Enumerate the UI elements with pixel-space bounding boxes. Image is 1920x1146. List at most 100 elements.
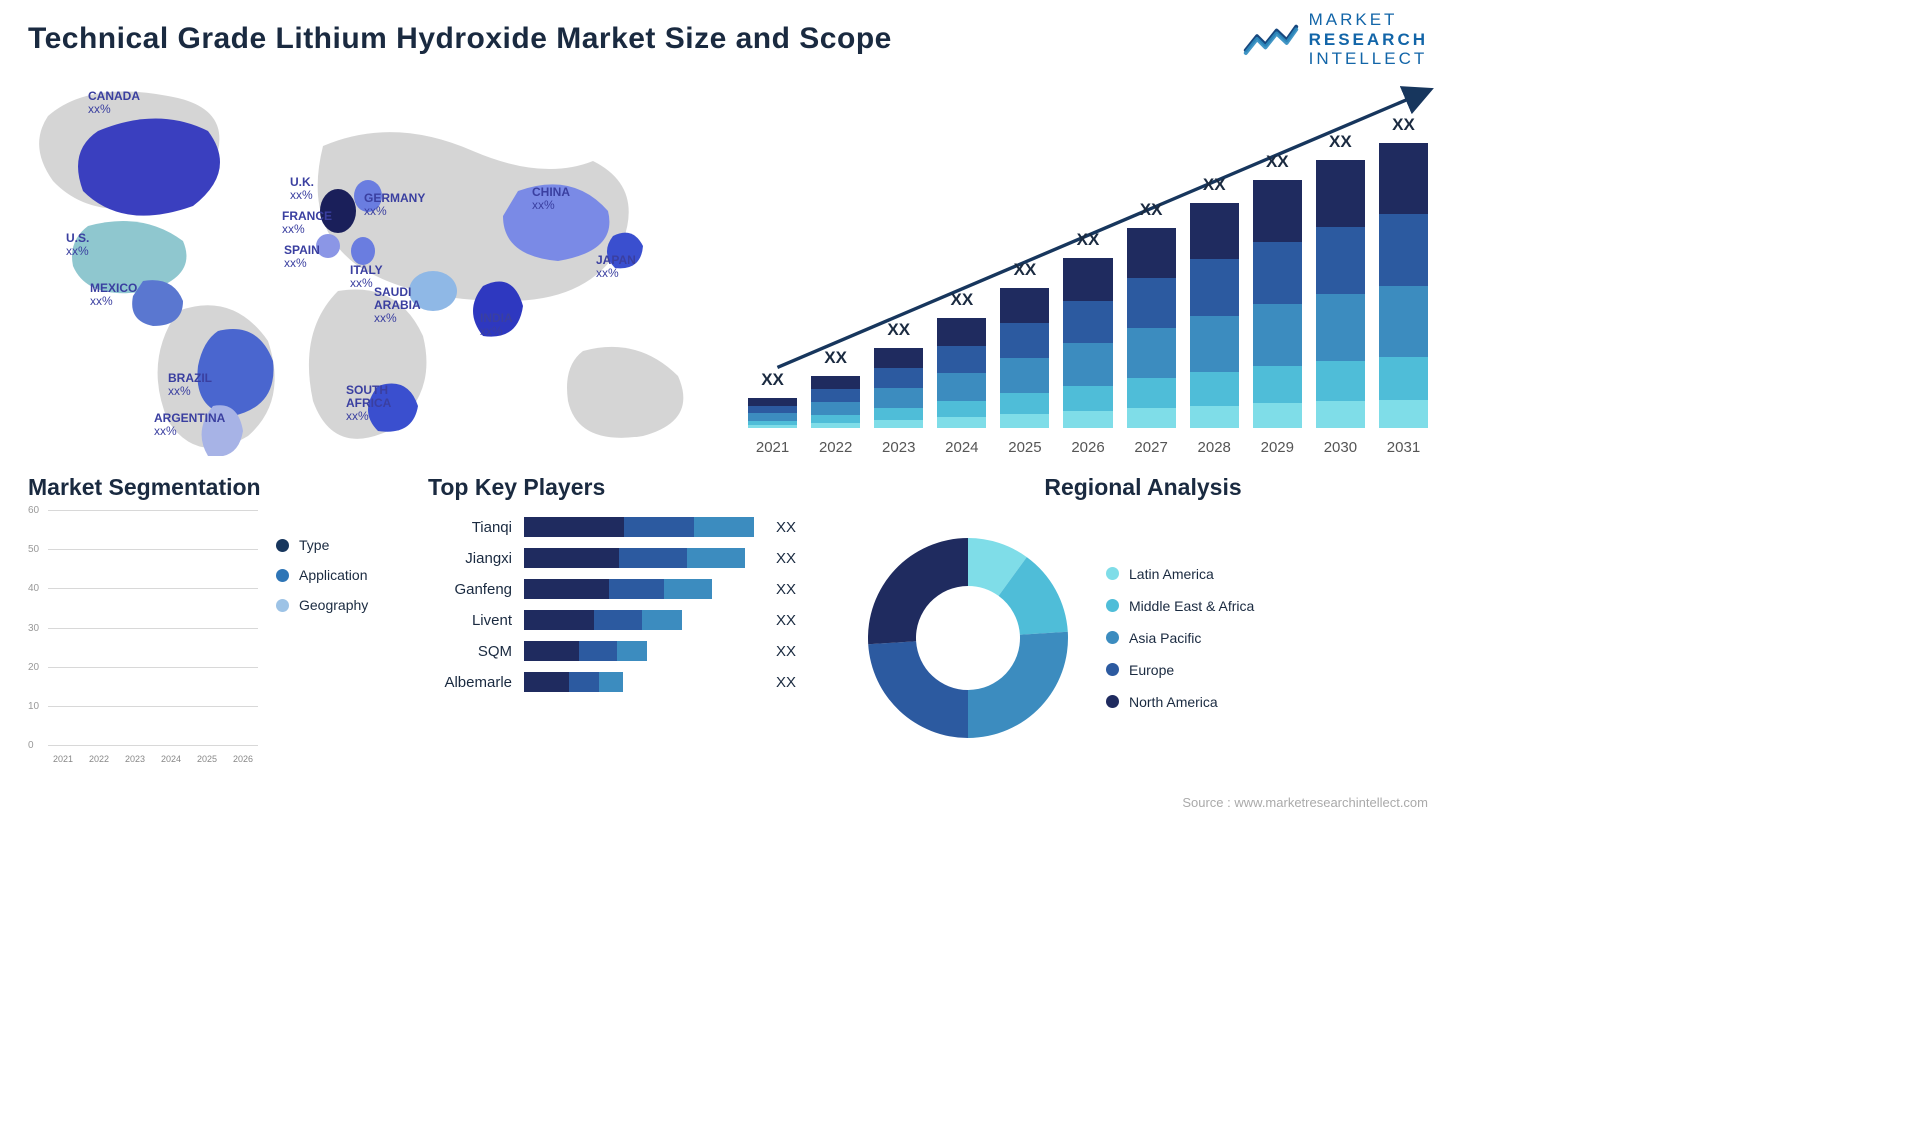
region-legend-item: North America — [1106, 694, 1428, 710]
growth-bar-seg — [1000, 288, 1049, 323]
player-name: Tianqi — [428, 519, 512, 536]
player-value: XX — [776, 612, 796, 629]
regional-donut — [858, 528, 1078, 748]
player-bar-seg — [617, 641, 647, 661]
player-bar-seg — [619, 548, 687, 568]
player-value: XX — [776, 674, 796, 691]
market-growth-chart: XXXXXXXXXXXXXXXXXXXXXX 20212022202320242… — [748, 76, 1428, 456]
growth-bar-2031: XX — [1379, 143, 1428, 428]
legend-swatch — [1106, 631, 1119, 644]
player-bar — [524, 610, 764, 630]
seg-x-label: 2023 — [120, 754, 150, 764]
region-legend-item: Asia Pacific — [1106, 630, 1428, 646]
world-map: CANADAxx%U.S.xx%MEXICOxx%BRAZILxx%ARGENT… — [28, 76, 708, 456]
growth-bar-seg — [1316, 227, 1365, 294]
growth-bar-seg — [937, 346, 986, 374]
growth-bar-seg — [874, 368, 923, 388]
growth-bar-seg — [748, 406, 797, 414]
region-legend-item: Latin America — [1106, 566, 1428, 582]
growth-bar-label: XX — [811, 348, 860, 368]
growth-bar-label: XX — [937, 290, 986, 310]
map-label-south-africa: SOUTHAFRICAxx% — [346, 384, 391, 424]
player-bar — [524, 579, 764, 599]
player-bar-seg — [569, 672, 599, 692]
player-name: SQM — [428, 643, 512, 660]
seg-legend-item: Application — [276, 567, 398, 583]
player-bar — [524, 548, 764, 568]
growth-bar-2021: XX — [748, 398, 797, 428]
legend-swatch — [276, 569, 289, 582]
player-row-ganfeng: GanfengXX — [428, 579, 828, 599]
growth-x-label: 2028 — [1190, 439, 1239, 456]
growth-bar-seg — [1127, 278, 1176, 328]
player-bar-seg — [599, 672, 623, 692]
seg-x-label: 2026 — [228, 754, 258, 764]
legend-swatch — [1106, 663, 1119, 676]
growth-bar-seg — [1316, 401, 1365, 428]
growth-bar-seg — [1379, 286, 1428, 357]
legend-label: Asia Pacific — [1129, 630, 1201, 646]
logo-icon — [1243, 21, 1299, 57]
growth-x-label: 2025 — [1000, 439, 1049, 456]
growth-bar-seg — [937, 417, 986, 428]
growth-bar-seg — [937, 318, 986, 346]
growth-bar-seg — [1316, 294, 1365, 361]
player-name: Jiangxi — [428, 550, 512, 567]
segmentation-title: Market Segmentation — [28, 474, 398, 501]
growth-bar-seg — [1127, 378, 1176, 408]
segmentation-legend: Type Application Geography — [276, 511, 398, 764]
growth-x-label: 2022 — [811, 439, 860, 456]
growth-bar-seg — [1253, 403, 1302, 428]
growth-bar-seg — [1190, 259, 1239, 315]
player-bar — [524, 517, 764, 537]
seg-legend-item: Type — [276, 537, 398, 553]
map-label-saudi-arabia: SAUDIARABIAxx% — [374, 286, 421, 326]
growth-bar-seg — [1379, 143, 1428, 214]
growth-bar-2026: XX — [1063, 258, 1112, 428]
growth-bar-2023: XX — [874, 348, 923, 428]
legend-swatch — [1106, 695, 1119, 708]
growth-x-label: 2030 — [1316, 439, 1365, 456]
player-bar-seg — [687, 548, 745, 568]
growth-bar-label: XX — [1253, 152, 1302, 172]
legend-label: Geography — [299, 597, 368, 613]
growth-bar-seg — [1379, 214, 1428, 285]
growth-bar-label: XX — [1063, 230, 1112, 250]
growth-bar-seg — [1190, 372, 1239, 406]
logo-line3: INTELLECT — [1309, 49, 1428, 68]
legend-swatch — [1106, 567, 1119, 580]
growth-bar-seg — [1190, 316, 1239, 372]
player-bar-seg — [579, 641, 617, 661]
player-name: Ganfeng — [428, 581, 512, 598]
segmentation-panel: Market Segmentation 0102030405060 202120… — [28, 474, 398, 764]
player-name: Livent — [428, 612, 512, 629]
legend-label: Middle East & Africa — [1129, 598, 1254, 614]
legend-label: North America — [1129, 694, 1218, 710]
growth-bar-seg — [811, 415, 860, 423]
player-bar-seg — [642, 610, 682, 630]
growth-bar-seg — [1316, 160, 1365, 227]
page-title: Technical Grade Lithium Hydroxide Market… — [28, 22, 1428, 56]
segmentation-chart: 0102030405060 202120222023202420252026 — [28, 511, 258, 764]
growth-bar-seg — [1127, 228, 1176, 278]
growth-bar-seg — [1379, 400, 1428, 429]
growth-bar-seg — [811, 402, 860, 415]
legend-label: Application — [299, 567, 368, 583]
map-label-mexico: MEXICOxx% — [90, 282, 137, 308]
map-label-japan: JAPANxx% — [596, 254, 636, 280]
growth-bar-seg — [874, 348, 923, 368]
legend-swatch — [276, 539, 289, 552]
growth-x-label: 2024 — [937, 439, 986, 456]
growth-x-label: 2026 — [1063, 439, 1112, 456]
growth-bar-label: XX — [1127, 200, 1176, 220]
player-bar-seg — [664, 579, 712, 599]
legend-label: Type — [299, 537, 329, 553]
legend-label: Latin America — [1129, 566, 1214, 582]
map-label-india: INDIAxx% — [480, 312, 513, 338]
map-label-france: FRANCExx% — [282, 210, 332, 236]
growth-x-label: 2023 — [874, 439, 923, 456]
player-bar-seg — [524, 579, 609, 599]
logo-line1: MARKET — [1309, 10, 1398, 29]
growth-bar-seg — [1063, 386, 1112, 412]
player-bar — [524, 672, 764, 692]
